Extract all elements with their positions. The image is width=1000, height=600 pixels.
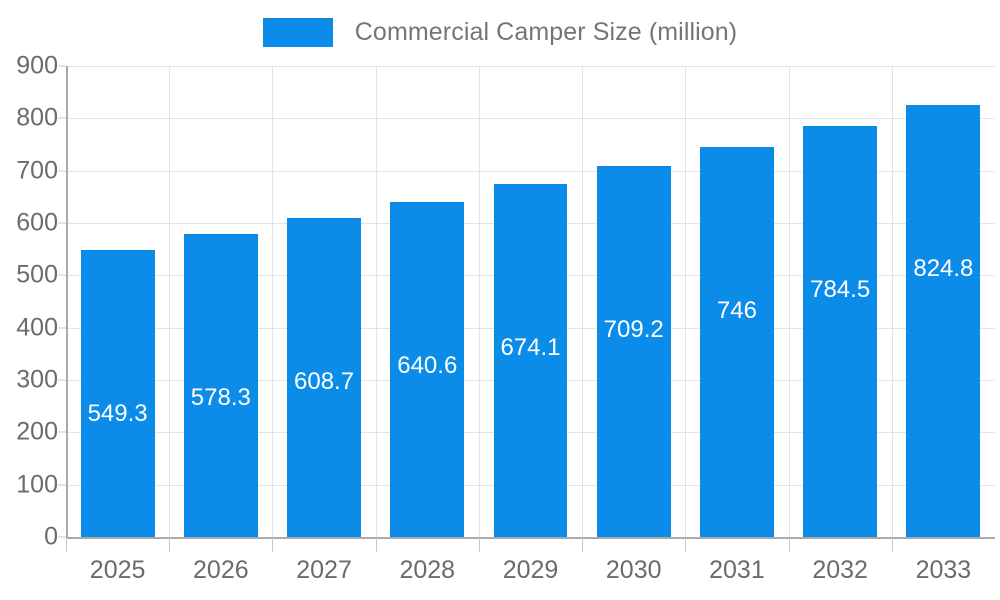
bar-value-label: 674.1 bbox=[500, 334, 561, 362]
y-axis-tick-mark bbox=[58, 170, 66, 172]
x-axis-line bbox=[66, 537, 995, 539]
y-axis-tick-mark bbox=[58, 536, 66, 538]
bar-value-label: 824.8 bbox=[913, 255, 974, 283]
y-axis-tick-mark bbox=[58, 327, 66, 329]
y-axis-tick-label: 200 bbox=[16, 417, 58, 446]
gridline-vertical bbox=[582, 66, 584, 537]
y-axis-tick-label: 700 bbox=[16, 156, 58, 185]
chart-legend: Commercial Camper Size (million) bbox=[0, 10, 1000, 54]
y-axis-tick-label: 900 bbox=[16, 51, 58, 80]
x-axis-tick-label: 2026 bbox=[193, 556, 249, 584]
plot-area: 549.3 578.3 608.7 640.6 674.1 709.2 746 784.5 82… bbox=[66, 66, 995, 538]
gridline-vertical bbox=[685, 66, 687, 537]
bar[interactable]: 709.2 bbox=[596, 165, 671, 537]
y-axis-tick-mark bbox=[58, 431, 66, 433]
bar[interactable]: 578.3 bbox=[183, 234, 258, 537]
legend-item-commercial-camper-size[interactable]: Commercial Camper Size (million) bbox=[262, 17, 738, 47]
legend-swatch-icon bbox=[262, 17, 333, 47]
bar[interactable]: 608.7 bbox=[287, 218, 361, 537]
x-axis-tick-mark bbox=[375, 538, 377, 552]
x-axis-tick-mark bbox=[66, 538, 67, 552]
x-axis-tick-mark bbox=[685, 538, 687, 552]
x-axis-tick-label: 2029 bbox=[502, 556, 559, 584]
y-axis-tick-mark bbox=[58, 65, 66, 67]
bar[interactable]: 824.8 bbox=[906, 105, 981, 537]
y-axis-labels: 0 100 200 300 400 500 600 700 800 900 bbox=[0, 0, 66, 600]
y-axis-tick-label: 100 bbox=[16, 470, 58, 499]
bar[interactable]: 640.6 bbox=[390, 201, 465, 537]
gridline-vertical bbox=[375, 66, 377, 537]
y-axis-tick-mark bbox=[58, 379, 66, 381]
x-axis-tick-label: 2031 bbox=[709, 556, 765, 584]
gridline-vertical bbox=[272, 66, 274, 537]
x-axis-tick-mark bbox=[272, 538, 274, 552]
gridline-vertical bbox=[169, 66, 171, 537]
y-axis-tick-label: 300 bbox=[16, 365, 58, 394]
bar[interactable]: 784.5 bbox=[803, 126, 878, 537]
gridline-vertical bbox=[788, 66, 790, 537]
gridline-horizontal bbox=[66, 118, 995, 120]
x-axis-tick-mark bbox=[582, 538, 584, 552]
x-axis-tick-mark bbox=[891, 538, 893, 552]
y-axis-line bbox=[66, 66, 68, 538]
y-axis-tick-label: 0 bbox=[44, 522, 58, 551]
gridline-horizontal bbox=[66, 66, 995, 67]
bar-value-label: 608.7 bbox=[294, 368, 355, 396]
x-axis-tick-label: 2027 bbox=[296, 556, 352, 584]
bar-value-label: 578.3 bbox=[190, 384, 251, 412]
bar-value-label: 549.3 bbox=[87, 399, 148, 427]
bar[interactable]: 549.3 bbox=[80, 249, 155, 537]
bar[interactable]: 746 bbox=[700, 146, 774, 537]
y-axis-tick-label: 600 bbox=[16, 208, 58, 237]
x-axis-tick-label: 2028 bbox=[399, 556, 456, 584]
bar-value-label: 784.5 bbox=[810, 276, 871, 304]
y-axis-tick-label: 500 bbox=[16, 260, 58, 289]
legend-item-label: Commercial Camper Size (million) bbox=[354, 17, 738, 46]
x-axis-tick-mark bbox=[169, 538, 171, 552]
y-axis-tick-label: 400 bbox=[16, 313, 58, 342]
x-axis-tick-label: 2033 bbox=[915, 556, 972, 584]
bar-value-label: 709.2 bbox=[603, 315, 664, 343]
x-axis-tick-label: 2032 bbox=[812, 556, 868, 584]
x-axis-tick-label: 2025 bbox=[89, 556, 146, 584]
y-axis-tick-label: 800 bbox=[16, 103, 58, 132]
y-axis-tick-mark bbox=[58, 222, 66, 224]
y-axis-tick-mark bbox=[58, 117, 66, 119]
x-axis-tick-mark bbox=[788, 538, 790, 552]
x-axis-tick-label: 2030 bbox=[605, 556, 662, 584]
gridline-vertical bbox=[478, 66, 480, 537]
x-axis-tick-mark bbox=[478, 538, 480, 552]
y-axis-tick-mark bbox=[58, 484, 66, 486]
bar[interactable]: 674.1 bbox=[493, 184, 568, 537]
y-axis-tick-mark bbox=[58, 274, 66, 276]
bar-value-label: 640.6 bbox=[397, 351, 458, 379]
bar-value-label: 746 bbox=[716, 296, 757, 324]
gridline-vertical bbox=[891, 66, 893, 537]
